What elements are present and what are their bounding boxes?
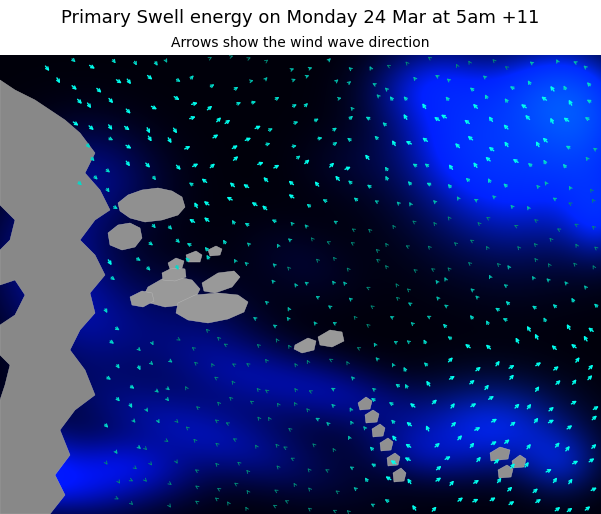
Polygon shape (144, 277, 200, 307)
Polygon shape (176, 293, 248, 323)
Polygon shape (0, 80, 110, 514)
Polygon shape (130, 291, 154, 307)
Polygon shape (365, 410, 379, 423)
Polygon shape (498, 465, 513, 478)
Polygon shape (380, 438, 393, 451)
Polygon shape (162, 267, 186, 281)
Polygon shape (118, 188, 185, 222)
Polygon shape (512, 455, 526, 468)
Polygon shape (208, 246, 222, 256)
Polygon shape (393, 468, 406, 482)
Text: Arrows show the wind wave direction: Arrows show the wind wave direction (171, 36, 430, 50)
Polygon shape (318, 330, 344, 347)
Text: Primary Swell energy on Monday 24 Mar at 5am +11: Primary Swell energy on Monday 24 Mar at… (61, 9, 540, 27)
Polygon shape (372, 424, 385, 437)
Polygon shape (490, 447, 510, 461)
Polygon shape (358, 397, 372, 410)
Polygon shape (387, 453, 400, 466)
Polygon shape (202, 271, 240, 293)
Polygon shape (108, 223, 142, 250)
Polygon shape (294, 338, 316, 353)
Polygon shape (168, 258, 184, 269)
Polygon shape (186, 251, 202, 262)
